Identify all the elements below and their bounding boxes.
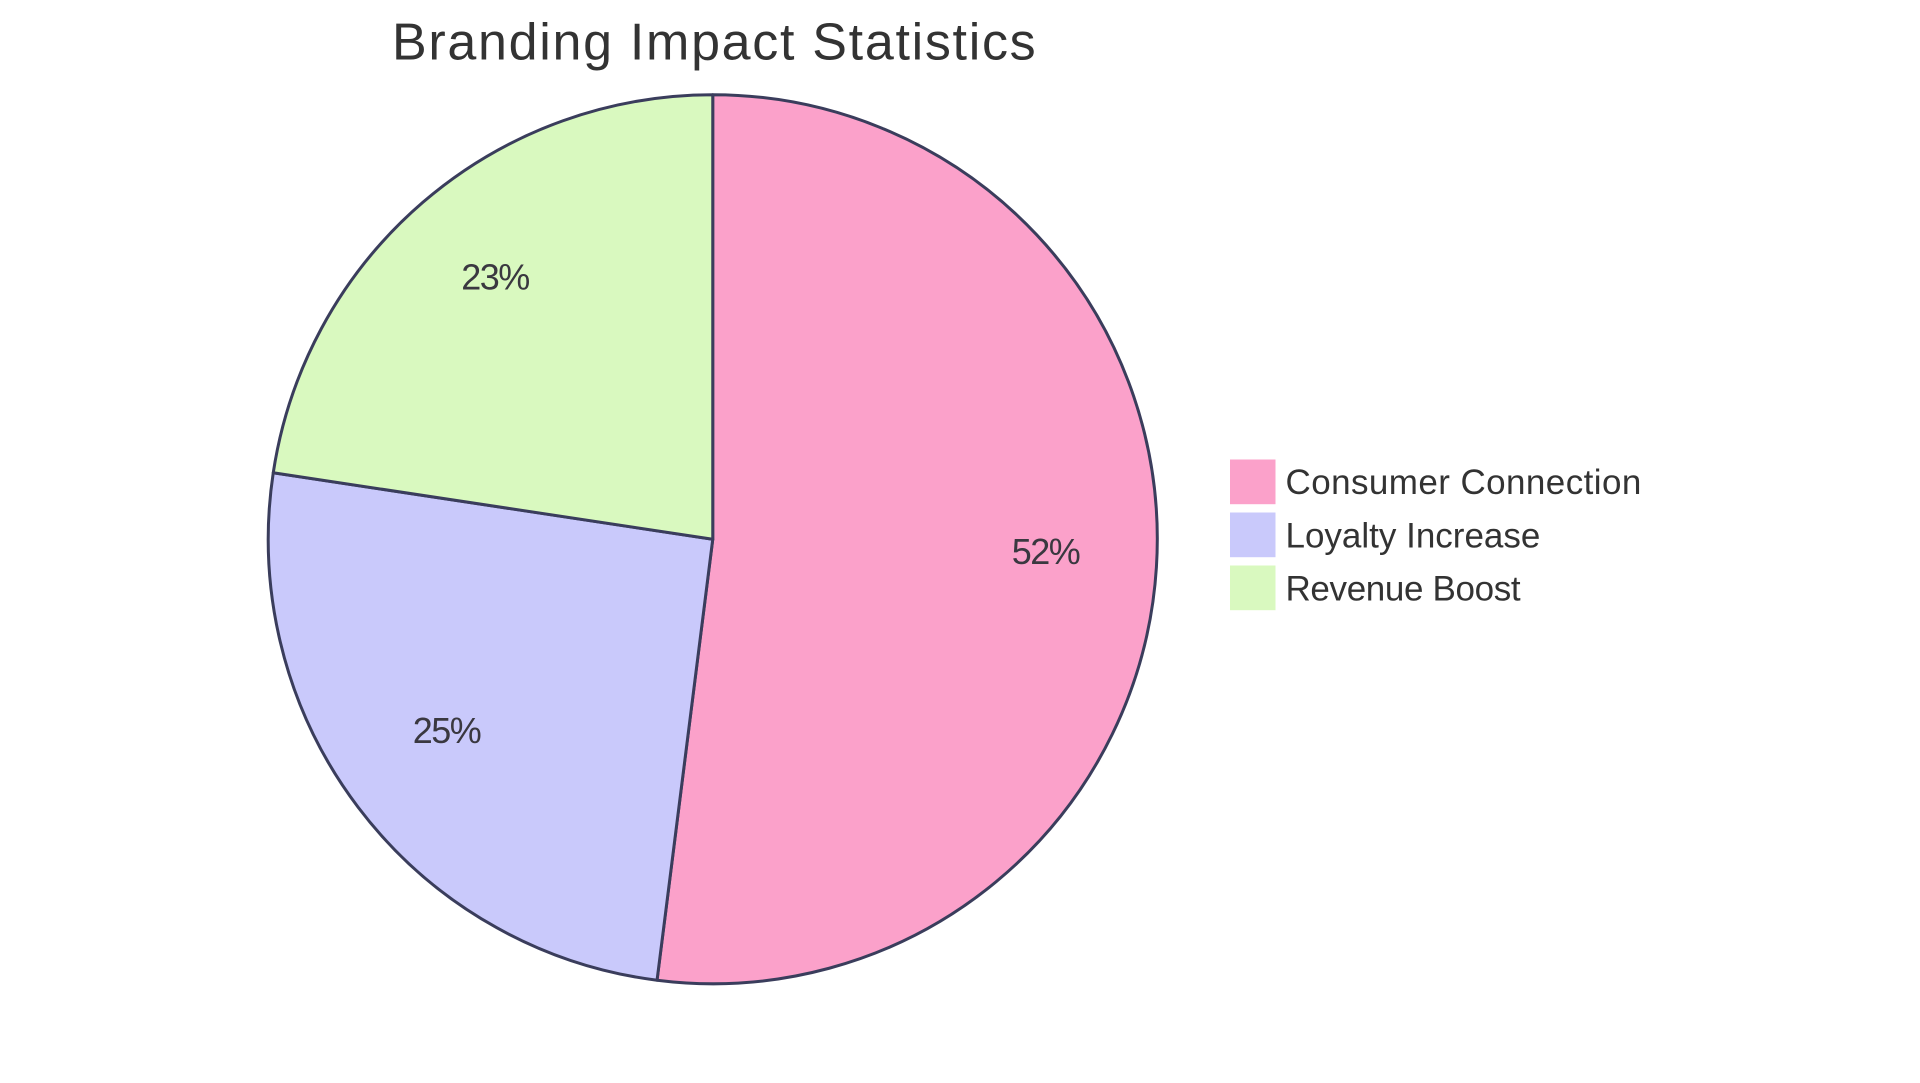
svg-text:Loyalty Increase: Loyalty Increase [1286, 516, 1541, 555]
svg-text:Revenue Boost: Revenue Boost [1286, 570, 1521, 609]
svg-text:25%: 25% [413, 710, 481, 751]
svg-text:Consumer Connection: Consumer Connection [1286, 463, 1642, 502]
svg-text:Branding Impact Statistics: Branding Impact Statistics [392, 14, 1037, 72]
svg-text:23%: 23% [461, 256, 529, 297]
svg-text:52%: 52% [1012, 531, 1080, 572]
